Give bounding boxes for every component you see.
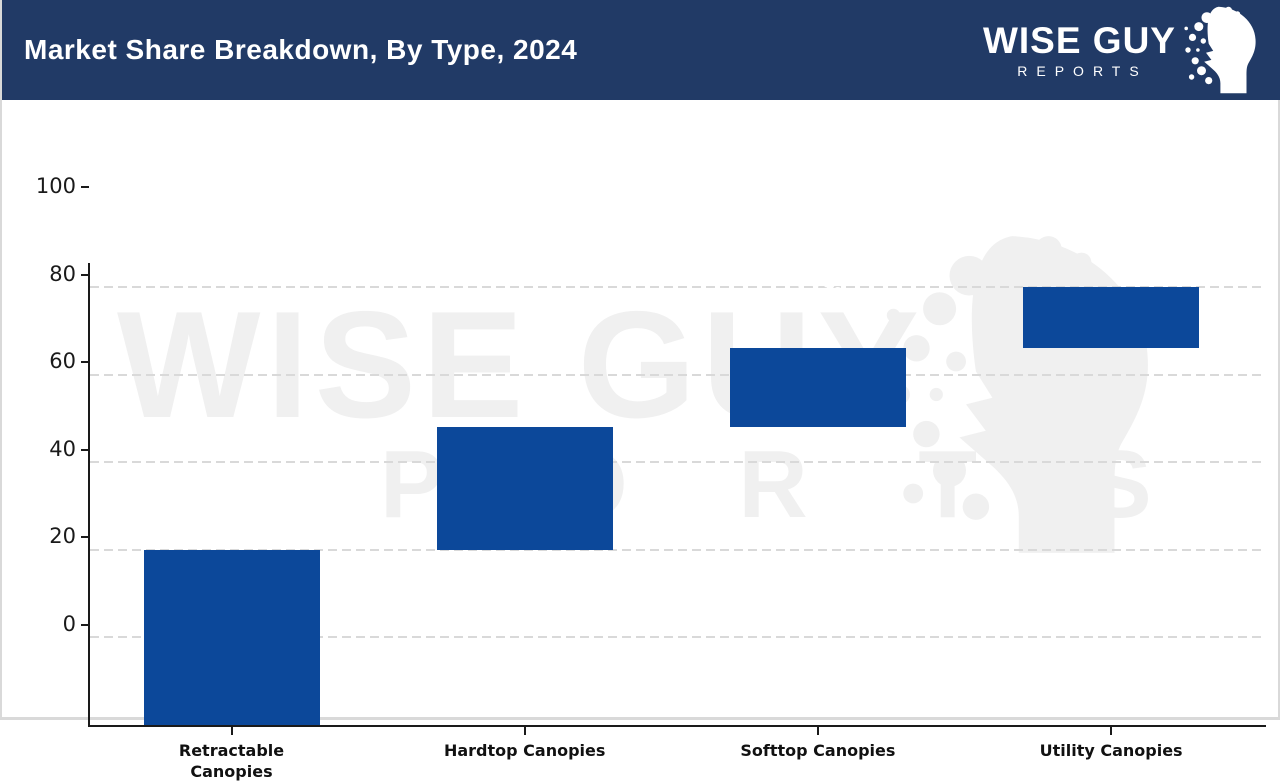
- y-tick-label: 80: [49, 261, 76, 286]
- chart: 0 20 40 60 80 100 39.9% Retractable Canopies XX%…: [2, 100, 1280, 781]
- category-label: Softtop Canopies: [740, 741, 896, 760]
- y-tick-label: 100: [35, 174, 76, 198]
- gridline: [90, 373, 1264, 376]
- bar-value-label: XX%: [793, 276, 843, 299]
- y-tick-mark: [81, 624, 89, 626]
- y-tick-label: 0: [62, 612, 76, 636]
- x-tick-mark: [816, 727, 819, 735]
- gridline: [90, 286, 1264, 288]
- x-tick-mark: [523, 727, 526, 735]
- logo-subtitle: REPORTS: [1017, 62, 1148, 79]
- y-tick-mark: [81, 448, 89, 451]
- x-tick-mark: [1110, 727, 1113, 735]
- plot-area: [90, 286, 1264, 725]
- bar: [436, 427, 613, 550]
- logo-wordmark: WISE GUY REPORTS: [982, 19, 1176, 79]
- gridline: [90, 636, 1264, 639]
- gridline: [90, 461, 1264, 464]
- bar: [143, 549, 320, 725]
- bar: [729, 348, 906, 428]
- y-tick-label: 40: [49, 436, 76, 461]
- bar-value-label: XX%: [1086, 206, 1136, 229]
- y-tick-mark: [81, 273, 89, 276]
- y-axis-line: [88, 263, 90, 727]
- y-tick-mark: [81, 186, 89, 188]
- x-tick-mark: [230, 727, 233, 735]
- logo-title: WISE GUY: [982, 19, 1176, 61]
- logo: WISE GUY REPORTS: [983, 5, 1270, 95]
- category-label: Retractable Canopies: [178, 741, 285, 781]
- bar-value-label: XX%: [500, 377, 549, 400]
- bar-value-label: 39.9%: [198, 526, 265, 549]
- logo-face-icon: [1184, 6, 1256, 94]
- y-tick-label: 20: [49, 524, 76, 549]
- category-label: Utility Canopies: [1039, 741, 1183, 760]
- header-bar: Market Share Breakdown, By Type, 2024 WI…: [2, 0, 1280, 100]
- page-title: Market Share Breakdown, By Type, 2024: [24, 34, 578, 65]
- y-tick-mark: [81, 536, 89, 539]
- x-axis-line: [88, 725, 1266, 727]
- gridline: [90, 548, 1264, 551]
- y-tick-label: 60: [49, 349, 76, 374]
- bar: [1023, 287, 1200, 349]
- category-label: Hardtop Canopies: [443, 741, 606, 760]
- y-tick-mark: [81, 361, 89, 364]
